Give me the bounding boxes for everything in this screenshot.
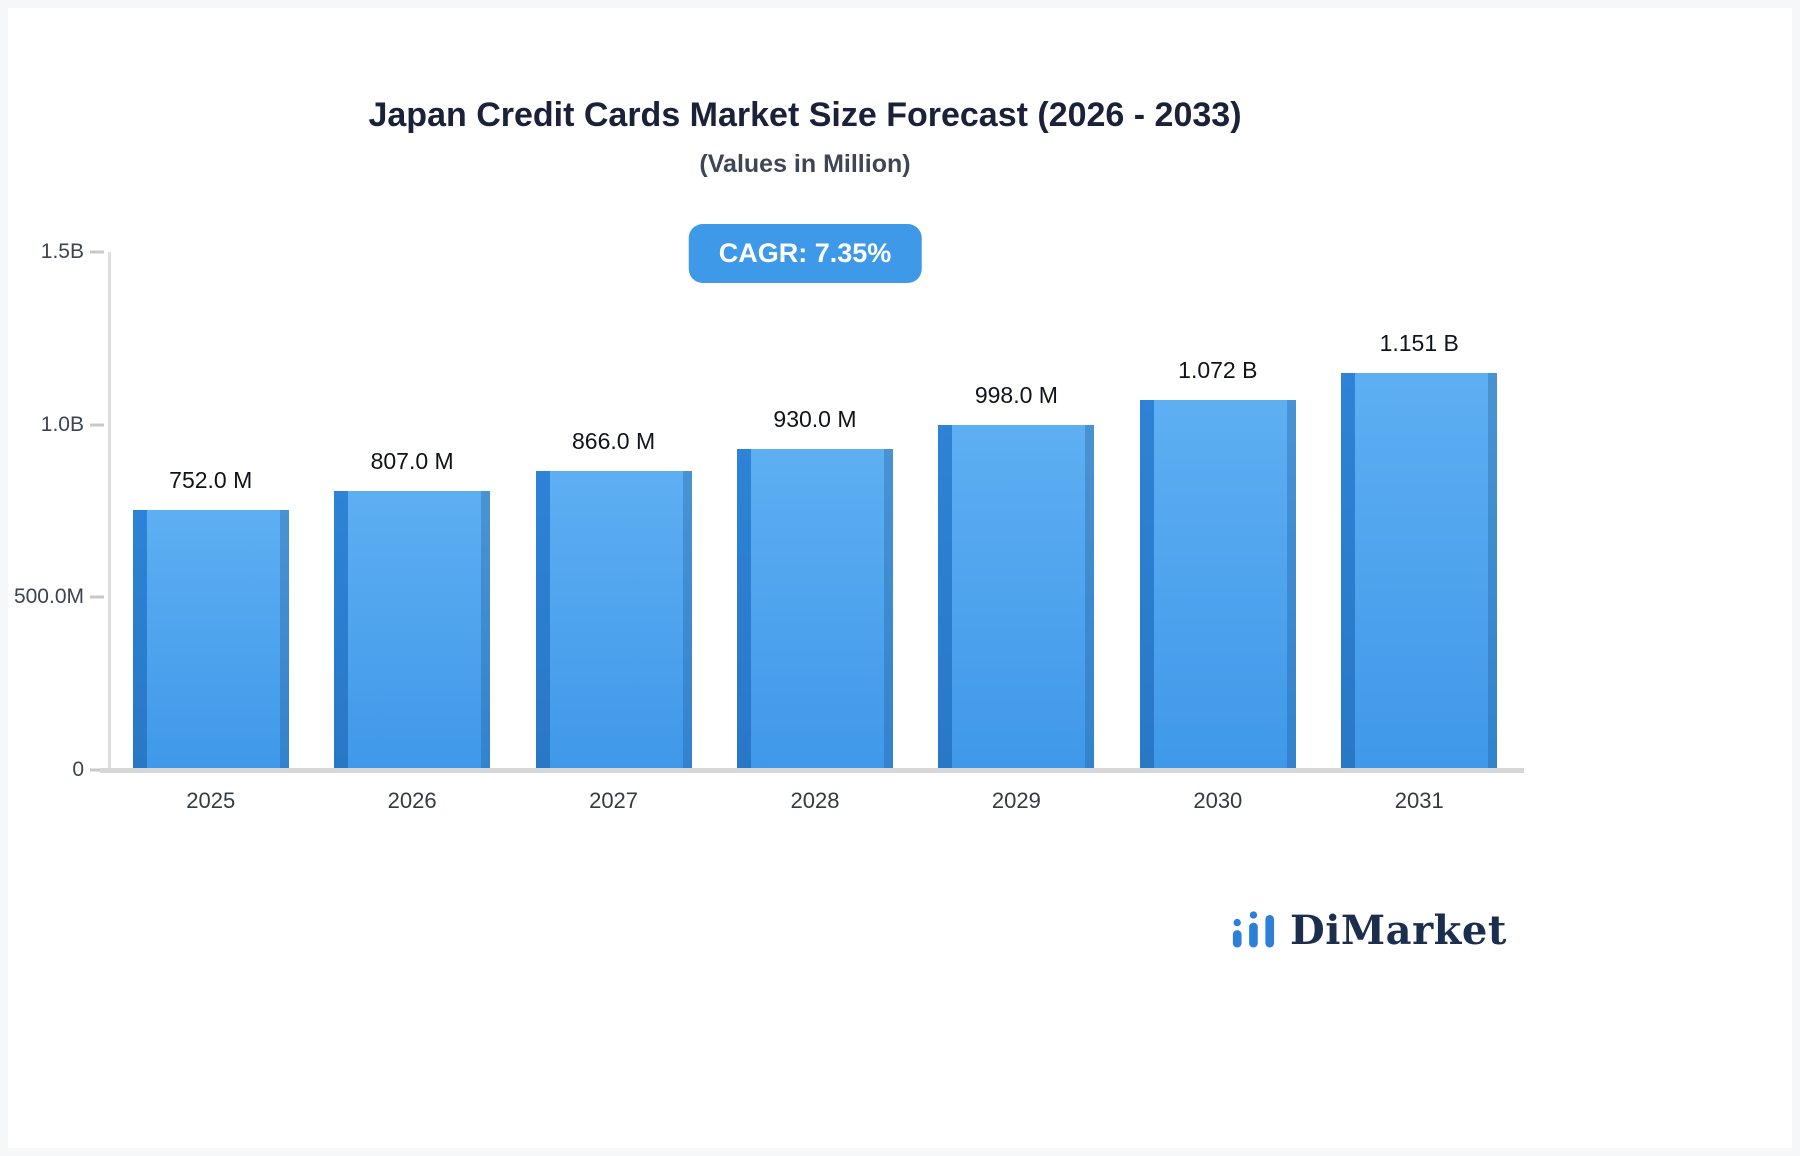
bar-slot: 1.072 B: [1117, 252, 1318, 771]
dimarket-logo: DiMarket: [1228, 902, 1507, 959]
bar-2025: [132, 510, 289, 770]
x-axis-label: 2027: [589, 788, 639, 813]
logo-text: DiMarket: [1290, 907, 1507, 954]
bar-value-label: 1.072 B: [1178, 356, 1258, 383]
y-axis-tick: [90, 250, 104, 254]
bar-slot: 866.0 M: [513, 252, 714, 771]
y-axis-label: 1.5B: [40, 240, 84, 263]
y-axis-ticks: [90, 250, 106, 772]
bar-slot: 752.0 M: [110, 252, 311, 770]
y-axis-tick: [90, 423, 104, 427]
bar-value-label: 866.0 M: [571, 427, 656, 454]
chart-title: Japan Credit Cards Market Size Forecast …: [368, 96, 1242, 134]
bar-value-label: 752.0 M: [169, 467, 253, 494]
bar-value-label: 807.0 M: [370, 448, 454, 475]
x-axis-label: 2028: [790, 788, 840, 813]
y-axis-line: [108, 252, 111, 770]
y-axis-tick: [90, 595, 104, 599]
y-axis-label: 1.0B: [40, 412, 84, 436]
x-axis-label: 2029: [991, 788, 1041, 813]
bar-chart-icon: [1228, 902, 1280, 959]
y-axis-label: 0: [72, 758, 84, 781]
cagr-badge: CAGR: 7.35%: [688, 224, 922, 283]
bar-2028: [736, 448, 893, 771]
bar-slot: 998.0 M: [916, 252, 1117, 770]
bar-value-label: 1.151 B: [1379, 329, 1459, 356]
bar-2031: [1341, 372, 1498, 770]
y-axis-tick: [90, 768, 104, 772]
x-axis-label: 2025: [186, 788, 236, 813]
bar-slot: 930.0 M: [714, 252, 915, 771]
bar-2029: [938, 425, 1095, 770]
bar-2027: [535, 470, 692, 771]
x-axis-labels: 2025 2026 2027 2028 2029 2030 2031: [110, 788, 1520, 814]
x-axis-line: [100, 768, 1524, 773]
x-axis-label: 2026: [387, 788, 437, 813]
bar-value-label: 998.0 M: [974, 382, 1058, 409]
bar-2030: [1139, 399, 1296, 771]
x-axis-label: 2031: [1394, 788, 1444, 813]
bar-2026: [334, 491, 491, 770]
bar-slot: 807.0 M: [311, 252, 512, 770]
y-axis-labels: 1.5B 1.0B 500.0M 0: [0, 240, 84, 781]
bars-area: 752.0 M 807.0 M 866.0 M 930.0 M 998.0 M 1.072…: [110, 252, 1520, 771]
y-axis-label: 500.0M: [13, 585, 84, 609]
x-axis-label: 2030: [1193, 788, 1243, 813]
bar-value-label: 930.0 M: [773, 405, 857, 432]
bar-slot: 1.151 B: [1319, 252, 1520, 770]
chart-subtitle: (Values in Million): [699, 150, 911, 178]
